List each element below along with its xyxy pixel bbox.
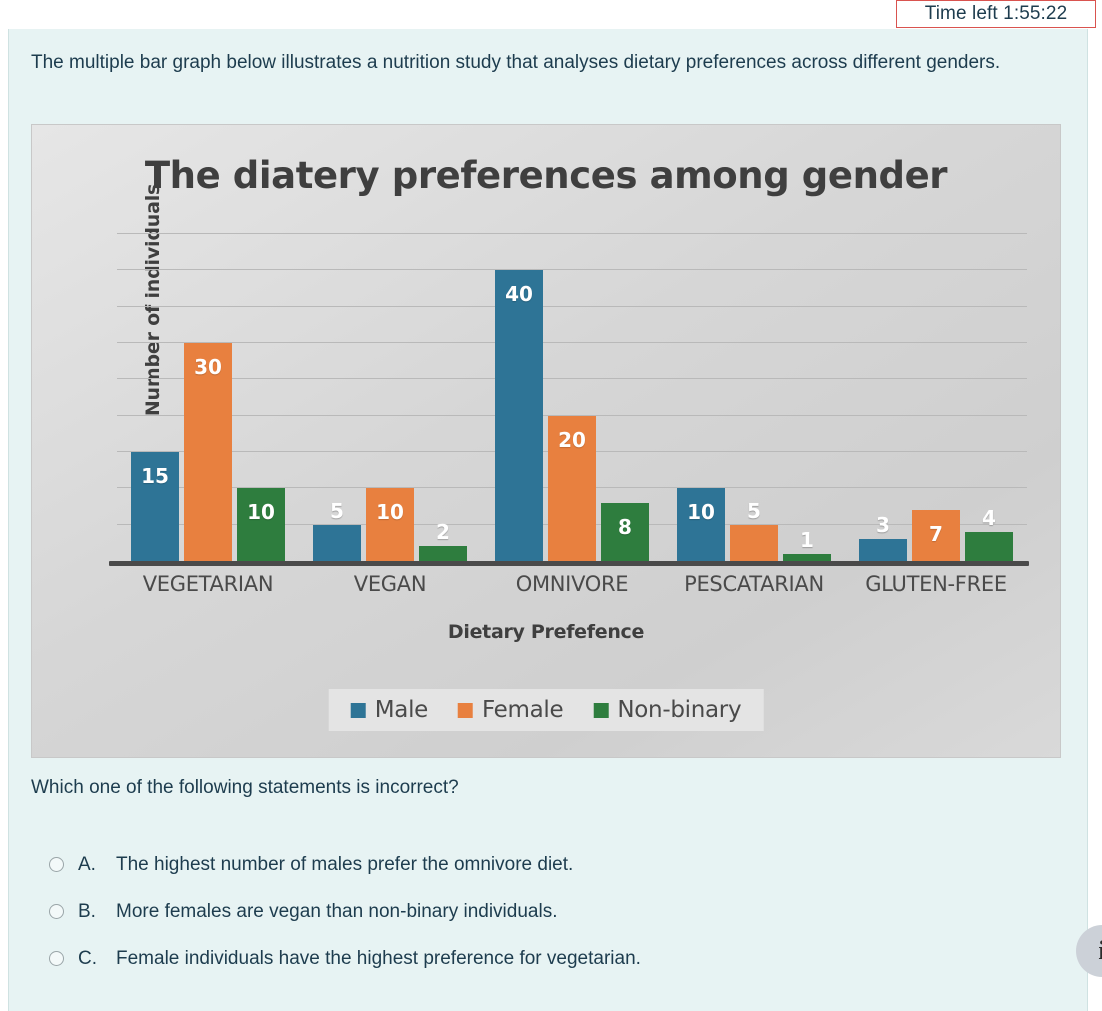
bar-value-label: 2 [436,520,450,545]
bar-value-label: 8 [618,514,632,539]
bar-group: 40 20 8 [495,234,649,561]
bar-chart-figure: The diatery preferences among gender Num… [31,124,1061,758]
bar-value-label: 5 [330,498,344,523]
legend-item-female: Female [458,697,564,723]
x-axis-title: Dietary Prefefence [447,621,645,643]
option-letter: C. [78,947,97,969]
bar-gluten-free-male [859,539,907,561]
bar-value-label: 5 [747,498,761,523]
bar-group: 15 30 10 [131,234,285,561]
answer-options-list: A. The highest number of males prefer the… [49,841,1039,982]
bar-pescatarian-male [677,488,725,561]
bar-omnivore-male [495,270,543,561]
bar-group: 3 7 4 [859,234,1013,561]
time-left-label: Time left 1:55:22 [924,3,1068,24]
bar-vegetarian-male [131,452,179,561]
gridline [117,342,1027,343]
bar-value-label: 3 [876,513,890,538]
gridline [117,269,1027,271]
bar-value-label: 7 [929,522,943,547]
gridline [117,233,1027,234]
question-intro-text: The multiple bar graph below illustrates… [31,52,1001,73]
bar-value-label: 20 [558,427,586,452]
bar-value-label: 4 [982,505,996,530]
bar-value-label: 40 [505,282,533,307]
answer-option-b[interactable]: B. More females are vegan than non-binary… [49,888,1039,935]
bar-vegan-nb [419,546,467,561]
bar-value-label: 30 [194,355,222,379]
option-text: The highest number of males prefer the o… [116,853,574,875]
bar-value-label: 10 [247,500,275,525]
x-tick-pescatarian: PESCATARIAN [684,572,824,596]
radio-button-icon[interactable] [49,904,64,919]
legend-item-male: Male [350,697,429,723]
bar-group: 5 10 2 [313,234,467,561]
legend-swatch-icon [350,702,366,718]
option-letter: A. [78,853,96,875]
x-tick-gluten-free: GLUTEN-FREE [865,572,1007,596]
bar-vegan-female [366,488,414,561]
x-tick-omnivore: OMNIVORE [515,572,629,596]
bar-omnivore-female [548,415,596,561]
timer-bar: Time left 1:55:22 [0,0,1102,29]
gridline [117,414,1027,416]
legend-label: Female [482,697,564,723]
radio-button-icon[interactable] [49,951,64,966]
bar-gluten-free-nb [965,531,1013,561]
bar-value-label: 15 [141,464,169,488]
bar-group: 10 5 1 [677,234,831,561]
bar-gluten-free-female [912,510,960,561]
answer-option-a[interactable]: A. The highest number of males prefer the… [49,841,1039,888]
option-text: More females are vegan than non-binary i… [116,900,558,922]
bar-vegetarian-female [184,343,232,561]
bar-pescatarian-nb [783,553,831,561]
time-left-box: Time left 1:55:22 [896,0,1096,28]
x-axis-line [109,561,1029,566]
legend-label: Non-binary [617,697,742,723]
bar-pescatarian-female [730,524,778,561]
gridline [117,378,1027,380]
legend-swatch-icon [458,702,474,718]
bar-omnivore-nb [601,502,649,561]
radio-button-icon[interactable] [49,857,64,872]
question-card: The multiple bar graph below illustrates… [8,29,1088,1011]
x-tick-vegan: VEGAN [353,572,427,596]
legend-item-nb: Non-binary [593,697,742,723]
x-tick-vegetarian: VEGETARIAN [142,572,274,596]
chart-legend: Male Female Non-binary [328,689,764,731]
gridline [117,305,1027,307]
bar-value-label: 10 [687,500,715,525]
bars-layer: 15 30 10 5 10 2 40 20 8 10 5 1 3 7 4 [117,234,1027,561]
bar-value-label: 10 [376,500,404,525]
question-prompt: Which one of the following statements is… [31,777,459,798]
legend-swatch-icon [593,702,609,718]
bar-vegan-male [313,524,361,561]
bar-vegetarian-nb [237,488,285,561]
answer-option-c[interactable]: C. Female individuals have the highest pr… [49,935,1039,982]
legend-label: Male [374,697,429,723]
chart-title: The diatery preferences among gender [144,154,948,197]
option-letter: B. [78,900,96,922]
bar-value-label: 1 [800,527,814,552]
x-axis-tick-labels: VEGETARIAN VEGAN OMNIVORE PESCATARIAN GLUTEN… [117,572,1027,602]
option-text: Female individuals have the highest pref… [116,947,641,969]
